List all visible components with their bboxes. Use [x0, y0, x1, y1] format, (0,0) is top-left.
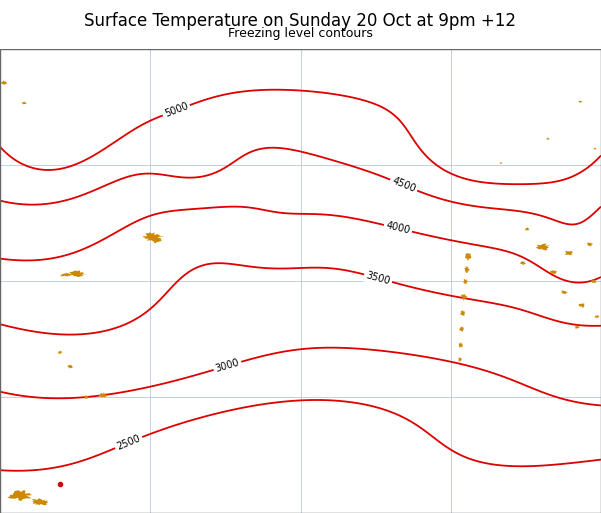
Polygon shape [459, 342, 463, 348]
Polygon shape [550, 270, 558, 274]
Polygon shape [536, 244, 549, 250]
Polygon shape [595, 315, 599, 319]
Text: 4000: 4000 [385, 221, 411, 236]
Polygon shape [464, 266, 470, 273]
Polygon shape [565, 251, 573, 255]
Polygon shape [520, 262, 526, 265]
Polygon shape [60, 273, 72, 277]
Text: 4500: 4500 [391, 176, 417, 194]
Polygon shape [69, 270, 87, 277]
Polygon shape [459, 326, 464, 332]
Polygon shape [578, 303, 585, 308]
Polygon shape [460, 310, 466, 317]
Polygon shape [546, 137, 550, 140]
Polygon shape [591, 280, 597, 283]
Polygon shape [84, 395, 89, 399]
Polygon shape [499, 162, 502, 164]
Polygon shape [21, 102, 27, 105]
Text: 3500: 3500 [365, 270, 391, 286]
Polygon shape [578, 101, 582, 103]
Polygon shape [32, 498, 48, 505]
Polygon shape [67, 365, 73, 368]
Text: 2500: 2500 [115, 433, 142, 452]
Polygon shape [525, 227, 529, 231]
Polygon shape [150, 236, 162, 243]
Polygon shape [465, 253, 471, 261]
Polygon shape [461, 294, 468, 301]
Polygon shape [463, 279, 468, 284]
Text: Freezing level contours: Freezing level contours [228, 27, 373, 40]
Text: 5000: 5000 [163, 101, 189, 120]
Polygon shape [574, 325, 580, 329]
Polygon shape [7, 490, 32, 501]
Text: Surface Temperature on Sunday 20 Oct at 9pm +12: Surface Temperature on Sunday 20 Oct at … [85, 12, 516, 30]
Polygon shape [561, 290, 568, 294]
Polygon shape [458, 357, 462, 362]
Text: 3000: 3000 [215, 358, 240, 374]
Polygon shape [593, 148, 596, 150]
Polygon shape [0, 81, 7, 85]
Polygon shape [57, 351, 63, 354]
Polygon shape [587, 242, 593, 247]
Polygon shape [99, 392, 107, 397]
Polygon shape [142, 232, 164, 242]
Polygon shape [145, 232, 153, 236]
